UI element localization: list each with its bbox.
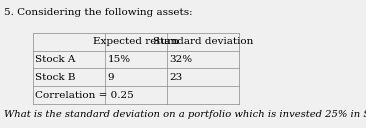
Text: Expected return: Expected return	[93, 37, 179, 46]
Text: Standard deviation: Standard deviation	[153, 37, 253, 46]
Text: 15%: 15%	[107, 55, 131, 64]
Text: 32%: 32%	[169, 55, 193, 64]
Text: 5. Considering the following assets:: 5. Considering the following assets:	[4, 8, 193, 17]
Text: Correlation = 0.25: Correlation = 0.25	[34, 91, 133, 100]
Text: 23: 23	[169, 73, 183, 82]
Text: What is the standard deviation on a portfolio which is invested 25% in Stock A?: What is the standard deviation on a port…	[4, 110, 366, 119]
Text: Stock B: Stock B	[34, 73, 75, 82]
Text: Stock A: Stock A	[34, 55, 75, 64]
Text: 9: 9	[107, 73, 114, 82]
